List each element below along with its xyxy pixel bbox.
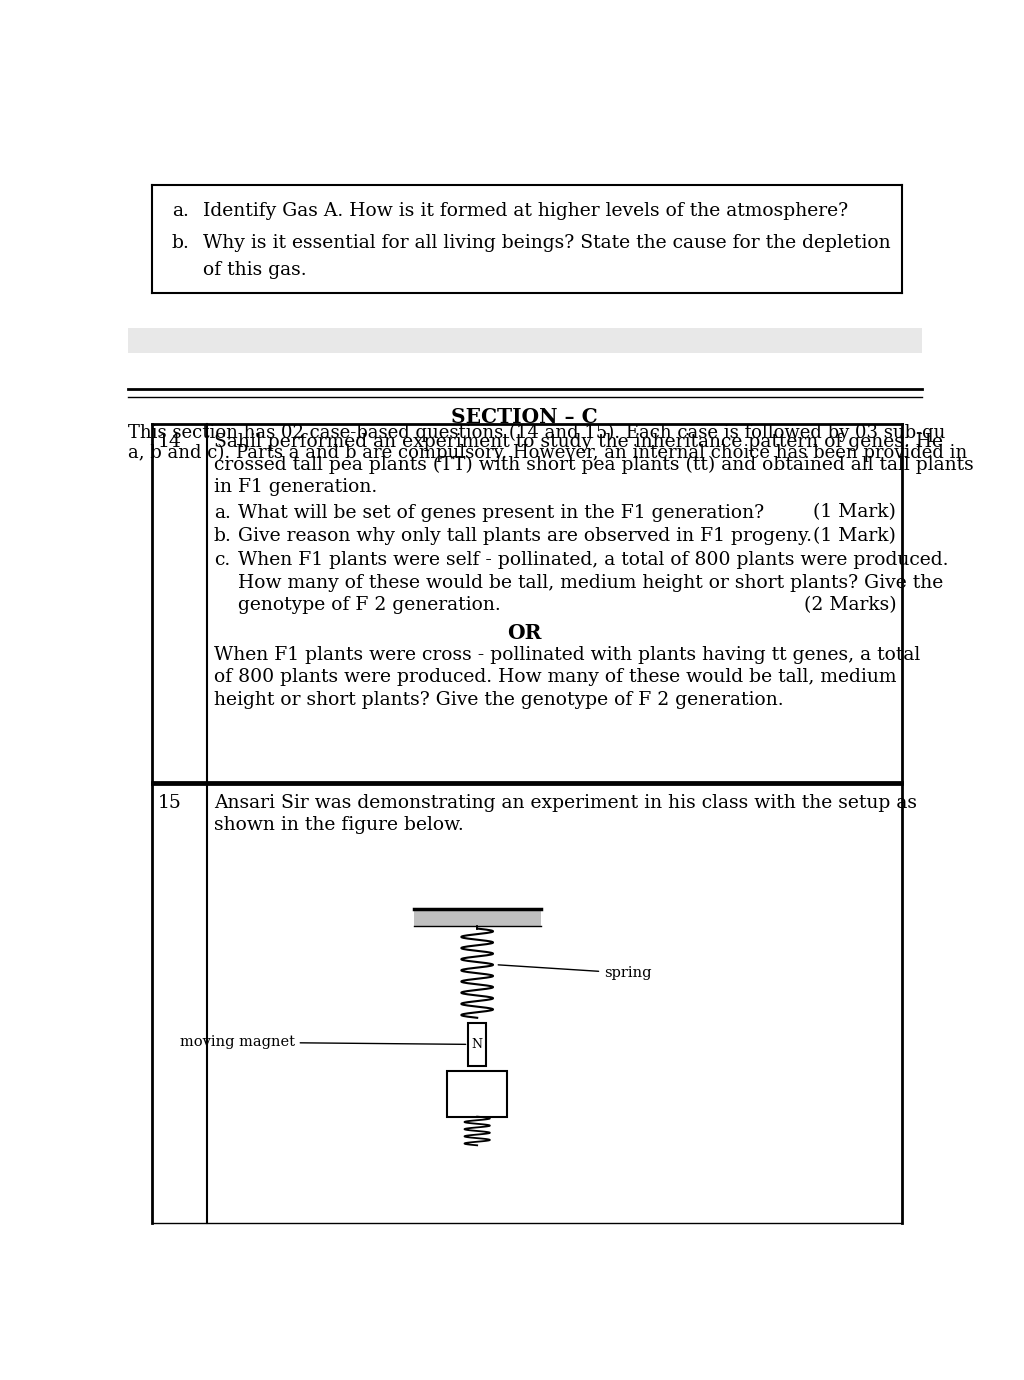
Bar bbox=[128, 328, 922, 353]
Text: Why is it essential for all living beings? State the cause for the depletion: Why is it essential for all living being… bbox=[204, 233, 891, 251]
Text: b.: b. bbox=[214, 527, 231, 545]
Text: of this gas.: of this gas. bbox=[204, 261, 307, 279]
Text: of 800 plants were produced. How many of these would be tall, medium: of 800 plants were produced. How many of… bbox=[214, 668, 896, 686]
Text: This section has 02 case-based questions (14 and 15). Each case is followed by 0: This section has 02 case-based questions… bbox=[128, 424, 945, 442]
Text: Sahil performed an experiment to study the inheritance pattern of genes. He: Sahil performed an experiment to study t… bbox=[214, 433, 943, 451]
Text: Identify Gas A. How is it formed at higher levels of the atmosphere?: Identify Gas A. How is it formed at high… bbox=[204, 201, 849, 219]
Text: crossed tall pea plants (TT) with short pea plants (tt) and obtained all tall pl: crossed tall pea plants (TT) with short … bbox=[214, 455, 974, 473]
Text: When F1 plants were self - pollinated, a total of 800 plants were produced.: When F1 plants were self - pollinated, a… bbox=[238, 552, 948, 570]
Text: Give reason why only tall plants are observed in F1 progeny.: Give reason why only tall plants are obs… bbox=[238, 527, 811, 545]
Text: a, b and c). Parts a and b are compulsory. However, an internal choice has been : a, b and c). Parts a and b are compulsor… bbox=[128, 444, 968, 462]
Text: OR: OR bbox=[508, 622, 542, 643]
Text: 14: 14 bbox=[158, 433, 182, 451]
Text: shown in the figure below.: shown in the figure below. bbox=[214, 816, 464, 834]
Text: SECTION – C: SECTION – C bbox=[452, 407, 598, 426]
Text: c.: c. bbox=[214, 552, 230, 570]
Text: When F1 plants were cross - pollinated with plants having tt genes, a total: When F1 plants were cross - pollinated w… bbox=[214, 646, 920, 664]
Text: moving magnet: moving magnet bbox=[179, 1035, 466, 1049]
Text: (2 Marks): (2 Marks) bbox=[804, 596, 896, 614]
Text: b.: b. bbox=[172, 233, 189, 251]
Text: 15: 15 bbox=[158, 793, 182, 811]
Text: (1 Mark): (1 Mark) bbox=[813, 527, 896, 545]
Text: a.: a. bbox=[214, 504, 230, 522]
Text: N: N bbox=[472, 1038, 482, 1052]
Text: (1 Mark): (1 Mark) bbox=[813, 504, 896, 522]
Text: How many of these would be tall, medium height or short plants? Give the: How many of these would be tall, medium … bbox=[238, 574, 943, 592]
Bar bbox=[468, 1023, 486, 1065]
Text: What will be set of genes present in the F1 generation?: What will be set of genes present in the… bbox=[238, 504, 764, 522]
Text: Ansari Sir was demonstrating an experiment in his class with the setup as: Ansari Sir was demonstrating an experime… bbox=[214, 793, 916, 811]
Bar bbox=[447, 1071, 507, 1116]
Text: height or short plants? Give the genotype of F 2 generation.: height or short plants? Give the genotyp… bbox=[214, 690, 783, 708]
Text: in F1 generation.: in F1 generation. bbox=[214, 477, 377, 495]
Text: genotype of F 2 generation.: genotype of F 2 generation. bbox=[238, 596, 501, 614]
Text: a.: a. bbox=[172, 201, 188, 219]
Bar bbox=[414, 909, 541, 926]
Text: spring: spring bbox=[499, 965, 651, 980]
